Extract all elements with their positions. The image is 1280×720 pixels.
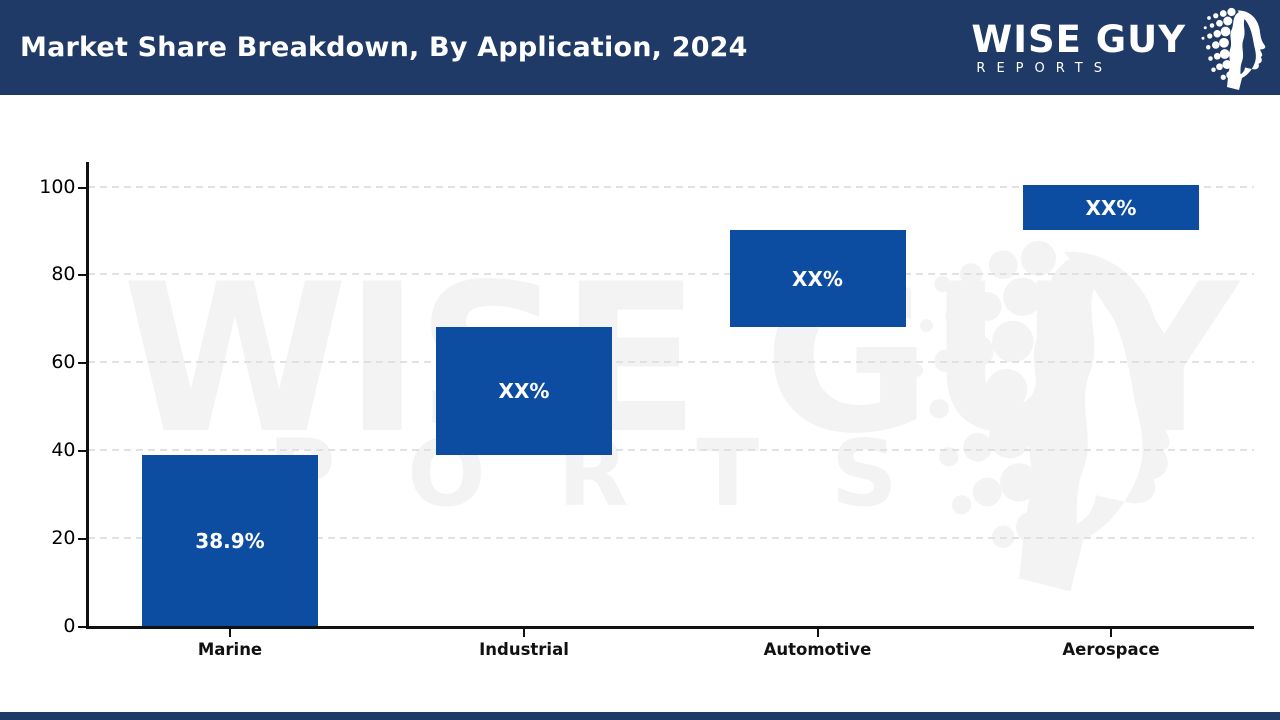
category-label-marine: Marine (197, 640, 263, 659)
logo-text: WISE GUY REPORTS (971, 17, 1186, 77)
y-tick-mark (77, 186, 86, 189)
category-label-industrial: Industrial (479, 640, 569, 659)
x-tick-mark (1110, 629, 1112, 637)
wiseguy-logo: WISE GUY REPORTS (971, 6, 1272, 90)
gridline (88, 273, 1254, 276)
y-tick-label: 0 (63, 615, 76, 637)
logo-head-icon (1188, 6, 1272, 90)
bar-value-label: 38.9% (195, 528, 265, 553)
bar-segment-automotive: XX% (729, 230, 906, 328)
logo-reports-label: REPORTS (976, 61, 1114, 77)
y-tick-label: 60 (51, 351, 76, 374)
gridline (88, 449, 1254, 452)
footer-accent-bar (0, 712, 1280, 720)
watermark-head-icon (872, 222, 1192, 602)
page-title: Market Share Breakdown, By Application, … (20, 32, 748, 63)
y-tick-label: 40 (51, 439, 76, 462)
gridline (88, 537, 1254, 540)
header-bar: Market Share Breakdown, By Application, … (0, 0, 1280, 95)
bar-segment-marine: 38.9% (142, 455, 318, 626)
gridline (88, 185, 1254, 188)
x-tick-mark (816, 629, 819, 637)
bar-value-label: XX% (498, 379, 550, 404)
watermark-ports-text: PORTS (268, 420, 970, 527)
y-tick-mark (77, 362, 86, 365)
gridline (88, 361, 1254, 364)
bar-segment-aerospace: XX% (1023, 185, 1199, 230)
y-tick-label: 20 (51, 527, 76, 550)
x-tick-mark (229, 629, 231, 637)
y-tick-mark (77, 538, 86, 541)
logo-wise-guy-label: WISE GUY (971, 17, 1186, 61)
x-tick-mark (523, 629, 525, 637)
y-tick-label: 100 (39, 175, 76, 198)
y-axis-spine (85, 162, 89, 629)
bar-value-label: XX% (792, 266, 843, 291)
y-tick-mark (77, 450, 86, 453)
bar-segment-industrial: XX% (436, 327, 612, 456)
y-tick-label: 80 (51, 263, 76, 286)
bar-value-label: XX% (1085, 195, 1137, 220)
category-label-aerospace: Aerospace (1062, 640, 1160, 659)
x-axis-spine (85, 626, 1254, 629)
category-label-automotive: Automotive (763, 640, 872, 659)
y-tick-mark (77, 274, 86, 277)
y-tick-mark (77, 626, 86, 628)
